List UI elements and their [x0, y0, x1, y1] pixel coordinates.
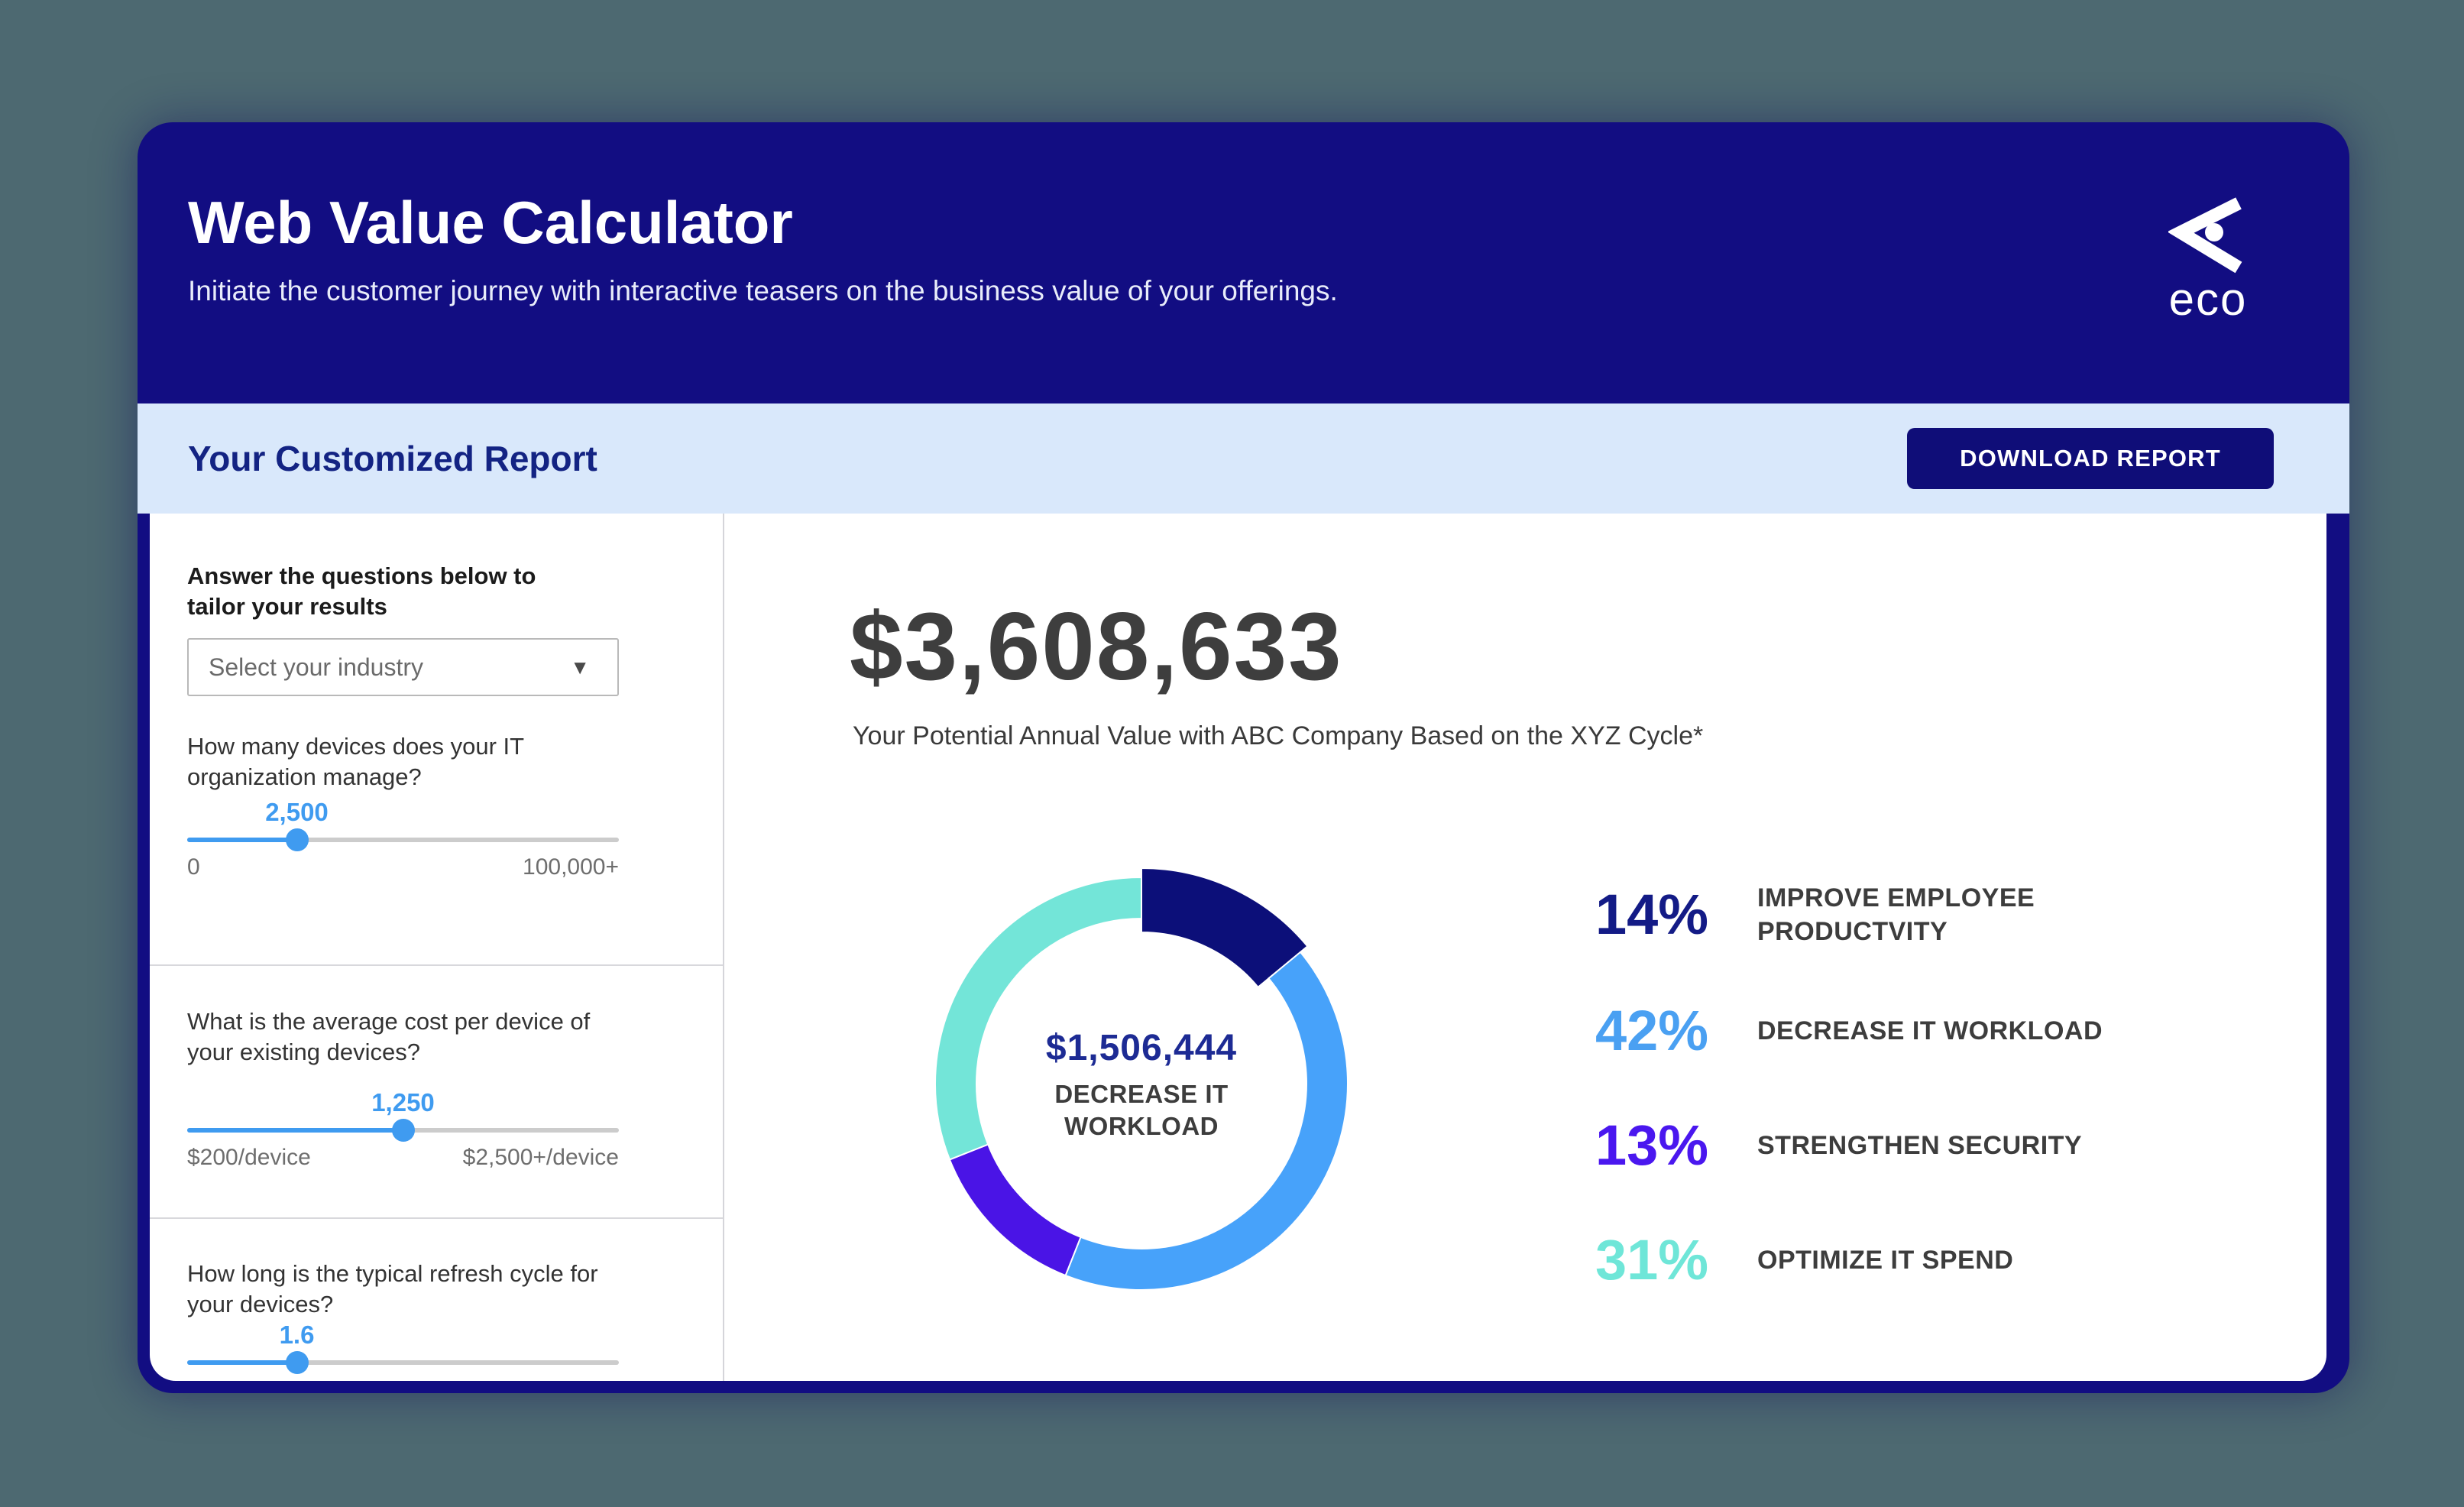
- header: Web Value Calculator Initiate the custom…: [138, 122, 2349, 403]
- stat-label: DECREASE IT WORKLOAD: [1757, 1016, 2103, 1045]
- stat-row: 42% DECREASE IT WORKLOAD: [1595, 989, 2103, 1073]
- logo-text: eco: [2168, 274, 2248, 325]
- sidebar-divider: [150, 1217, 723, 1219]
- cost-slider-max: $2,500+/device: [462, 1145, 619, 1170]
- industry-select[interactable]: Select your industry ▼: [187, 638, 619, 696]
- refresh-slider-thumb[interactable]: [285, 1351, 309, 1374]
- stat-label: OPTIMIZE IT SPEND: [1757, 1246, 2014, 1275]
- donut-slice[interactable]: [948, 1143, 1082, 1277]
- cost-slider-track[interactable]: [187, 1119, 619, 1142]
- stat-percent: 14%: [1595, 883, 1709, 946]
- cost-slider-value: 1,250: [371, 1088, 435, 1116]
- stat-percent: 42%: [1595, 999, 1709, 1062]
- refresh-slider: 1.6: [187, 1321, 619, 1381]
- stat-row: 31% OPTIMIZE IT SPEND: [1595, 1218, 2013, 1302]
- chevron-down-icon: ▼: [570, 655, 590, 679]
- report-main: $3,608,633 Your Potential Annual Value w…: [724, 514, 2326, 1381]
- stat-percent: 31%: [1595, 1228, 1709, 1291]
- report-title: Your Customized Report: [188, 439, 597, 478]
- industry-select-placeholder: Select your industry: [209, 653, 424, 681]
- donut-svg: [934, 867, 1349, 1291]
- cost-slider-min: $200/device: [187, 1145, 311, 1170]
- page-subtitle: Initiate the customer journey with inter…: [188, 275, 1338, 306]
- total-value: $3,608,633: [850, 594, 1343, 700]
- donut-center-value: $1,506,444: [1045, 1028, 1238, 1068]
- cost-slider-fill: [187, 1128, 403, 1133]
- report-bar: Your Customized Report DOWNLOAD REPORT: [138, 403, 2349, 514]
- devices-slider-thumb[interactable]: [285, 828, 309, 851]
- brand-logo: eco: [2155, 197, 2262, 322]
- sidebar-heading: Answer the questions below to tailor you…: [187, 562, 536, 620]
- calculator-window: Web Value Calculator Initiate the custom…: [138, 122, 2349, 1393]
- devices-slider-track[interactable]: [187, 828, 619, 851]
- report-content: Answer the questions below to tailor you…: [150, 514, 2326, 1381]
- devices-slider-fill: [187, 838, 297, 842]
- donut-slice[interactable]: [1064, 951, 1349, 1291]
- devices-slider-max: 100,000+: [523, 854, 619, 880]
- page-title: Web Value Calculator: [188, 189, 793, 256]
- refresh-slider-fill: [187, 1360, 297, 1365]
- donut-center-text: DECREASE IT WORKLOAD: [1054, 1080, 1229, 1140]
- stat-row: 13% STRENGTHEN SECURITY: [1595, 1104, 2082, 1188]
- question-refresh: How long is the typical refresh cycle fo…: [187, 1260, 598, 1317]
- total-caption: Your Potential Annual Value with ABC Com…: [853, 721, 1704, 750]
- sidebar: Answer the questions below to tailor you…: [150, 514, 724, 1381]
- donut-center-label: $1,506,444 DECREASE IT WORKLOAD: [973, 1027, 1310, 1142]
- stat-row: 14% IMPROVE EMPLOYEE PRODUCTVITY: [1595, 873, 2035, 957]
- stat-label: STRENGTHEN SECURITY: [1757, 1131, 2083, 1160]
- donut-slice[interactable]: [934, 876, 1142, 1161]
- stat-label: IMPROVE EMPLOYEE PRODUCTVITY: [1757, 883, 2035, 946]
- cost-slider: 1,250 $200/device $2,500+/device: [187, 1088, 619, 1180]
- donut-slice[interactable]: [1141, 867, 1309, 989]
- refresh-slider-track[interactable]: [187, 1351, 619, 1374]
- devices-slider: 2,500 0 100,000+: [187, 798, 619, 890]
- logo-chevron-icon: [2168, 197, 2242, 274]
- question-cost: What is the average cost per device of y…: [187, 1008, 591, 1065]
- devices-slider-min: 0: [187, 854, 200, 880]
- refresh-slider-value: 1.6: [279, 1321, 315, 1349]
- value-donut-chart: [905, 847, 1378, 1321]
- devices-slider-value: 2,500: [265, 798, 329, 826]
- sidebar-divider: [150, 964, 723, 966]
- download-report-button[interactable]: DOWNLOAD REPORT: [1907, 428, 2274, 489]
- cost-slider-thumb[interactable]: [391, 1119, 415, 1142]
- question-devices: How many devices does your IT organizati…: [187, 733, 524, 790]
- stat-percent: 13%: [1595, 1113, 1709, 1177]
